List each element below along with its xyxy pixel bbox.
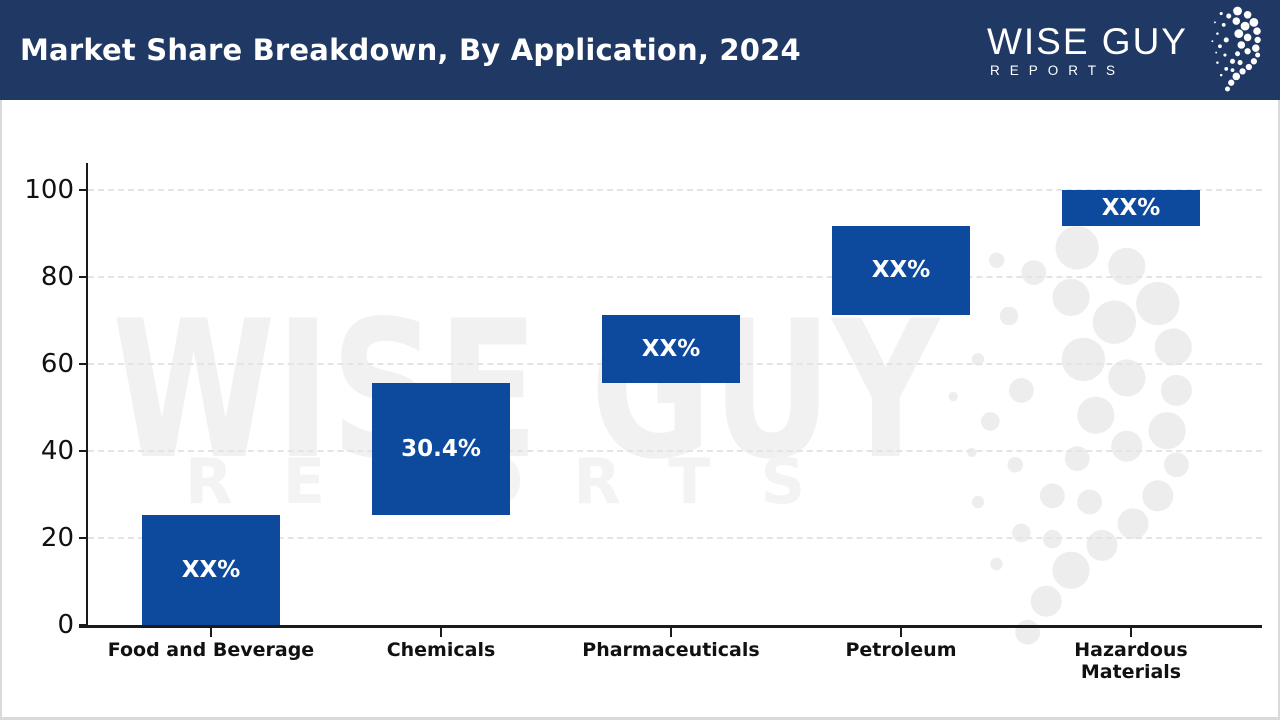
x-tick-mark [1130, 628, 1132, 637]
x-tick-label: Petroleum [845, 639, 957, 661]
bar-value-label: XX% [871, 257, 931, 284]
x-tick-label: Hazardous Materials [1074, 639, 1188, 683]
y-tick-mark [79, 537, 88, 539]
bar-value-label: XX% [181, 556, 241, 583]
y-tick-label: 80 [40, 262, 74, 292]
y-tick-mark [79, 363, 88, 365]
y-tick-label: 40 [40, 436, 74, 466]
wise-guy-reports-logo: WISE GUY REPORTS [987, 6, 1266, 94]
bar-chemicals [372, 382, 510, 515]
dotted-head-icon [1211, 6, 1261, 92]
y-tick-mark [79, 276, 88, 278]
y-tick-mark [79, 189, 88, 191]
bar-hazardous-materials [1062, 190, 1200, 227]
gridline-80 [88, 276, 1262, 278]
bar-pharmaceuticals [602, 314, 740, 383]
logo-wordmark: WISE GUY [986, 20, 1188, 62]
x-axis-line [79, 625, 1262, 628]
logo-subtitle: REPORTS [989, 62, 1125, 78]
bar-value-label: XX% [641, 335, 701, 362]
x-tick-mark [210, 628, 212, 637]
page-title: Market Share Breakdown, By Application, … [20, 33, 801, 67]
y-tick-label: 60 [40, 349, 74, 379]
y-axis-line [86, 163, 88, 628]
bar-petroleum [832, 226, 970, 315]
x-tick-label: Chemicals [386, 639, 496, 661]
y-tick-label: 20 [40, 523, 74, 553]
y-tick-label: 100 [24, 175, 74, 205]
bar-food-and-beverage [142, 514, 280, 625]
logo-text: WISE GUY REPORTS [987, 23, 1188, 78]
x-tick-mark [670, 628, 672, 637]
gridline-20 [88, 537, 1262, 539]
header-bar: Market Share Breakdown, By Application, … [0, 0, 1280, 100]
x-tick-label: Food and Beverage [107, 639, 315, 661]
gridline-100 [88, 189, 1262, 191]
bar-value-label: XX% [1101, 195, 1161, 222]
y-tick-mark [79, 450, 88, 452]
watermark-subtitle: REPORTS [185, 445, 856, 518]
bar-value-label: 30.4% [401, 435, 481, 462]
x-tick-mark [440, 628, 442, 637]
y-tick-label: 0 [57, 610, 74, 640]
x-tick-label: Pharmaceuticals [582, 639, 760, 661]
gridline-40 [88, 450, 1262, 452]
x-tick-mark [900, 628, 902, 637]
